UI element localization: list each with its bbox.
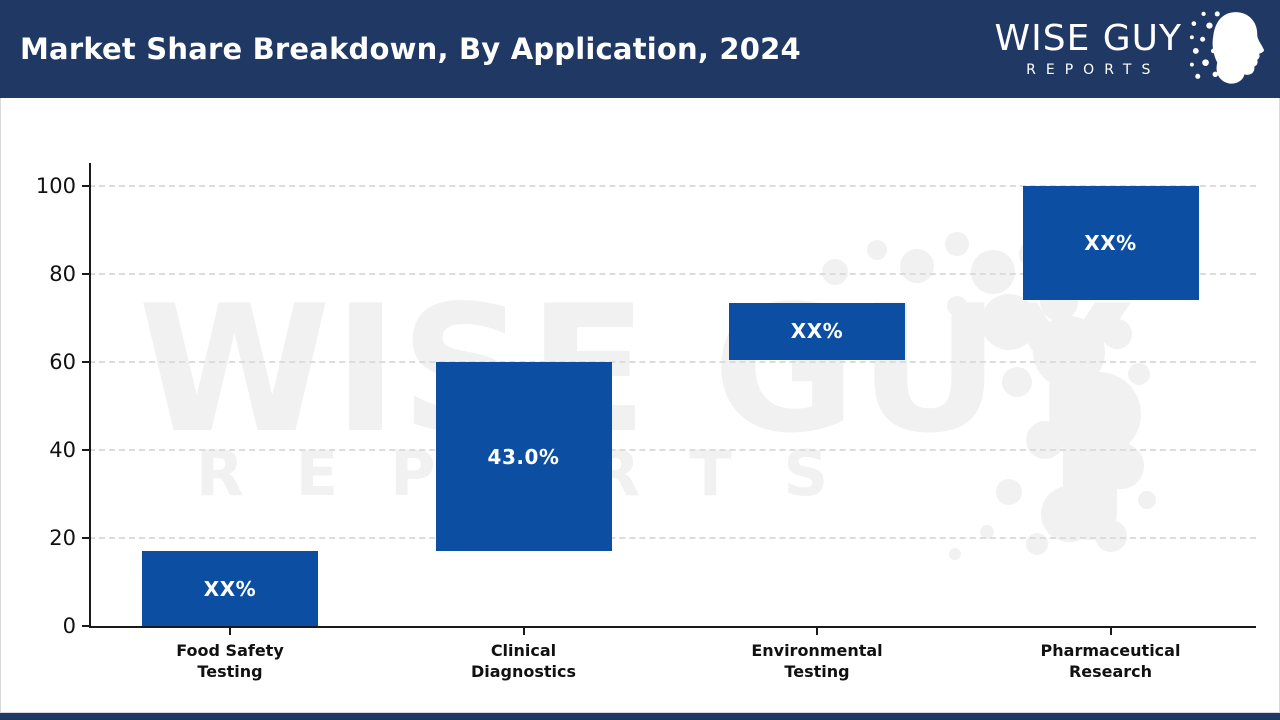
bar-value-label: XX% [1084,231,1137,256]
brand-head-icon [1189,11,1265,84]
page-title: Market Share Breakdown, By Application, … [20,32,801,66]
y-tick-mark [82,625,89,627]
x-tick-mark [816,628,818,635]
y-tick-label: 0 [62,614,76,638]
gridline [89,273,1256,275]
category-label-line: Clinical [490,641,557,660]
category-label: Clinical Diagnostics [409,640,639,682]
gridline [89,185,1256,187]
brand-logo-text: WISE GUY REPORTS [994,18,1183,78]
brand-subname: REPORTS [1026,62,1161,78]
category-label: Food Safety Testing [115,640,345,682]
header-bar: Market Share Breakdown, By Application, … [0,0,1280,98]
category-label-line: Environmental [751,641,883,660]
category-label-line: Diagnostics [470,662,577,681]
bar-value-label: 43.0% [487,444,560,469]
y-tick-mark [82,537,89,539]
footer-bar [0,713,1280,720]
x-tick-mark [229,628,231,635]
brand-name: WISE GUY [994,18,1182,59]
gridline [89,361,1256,363]
bar: XX% [142,551,318,626]
bar: 43.0% [435,362,612,552]
y-tick-mark [82,273,89,275]
category-label-line: Pharmaceutical [1040,641,1181,660]
y-tick-label: 100 [35,174,76,198]
y-tick-label: 20 [49,526,76,550]
category-label-line: Testing [197,662,263,681]
bar-value-label: XX% [790,319,844,344]
x-axis [89,626,1256,628]
category-label-line: Testing [784,662,850,681]
category-label-line: Food Safety [176,641,284,660]
y-tick-label: 80 [49,262,76,286]
y-tick-label: 60 [49,350,76,374]
bar-value-label: XX% [203,576,257,601]
category-label: Environmental Testing [702,640,932,682]
x-tick-mark [522,628,525,635]
category-label-line: Research [1068,662,1153,681]
category-label: Pharmaceutical Research [996,640,1226,682]
y-tick-mark [82,449,89,451]
y-tick-mark [82,361,89,363]
x-tick-mark [1109,628,1112,635]
bar: XX% [1022,186,1199,301]
y-tick-label: 40 [49,438,76,462]
brand-logo: WISE GUY REPORTS [995,0,1267,98]
gridline [89,449,1256,451]
bar: XX% [729,302,905,360]
gridline [89,537,1256,539]
y-tick-mark [82,185,89,187]
y-axis [89,163,91,628]
